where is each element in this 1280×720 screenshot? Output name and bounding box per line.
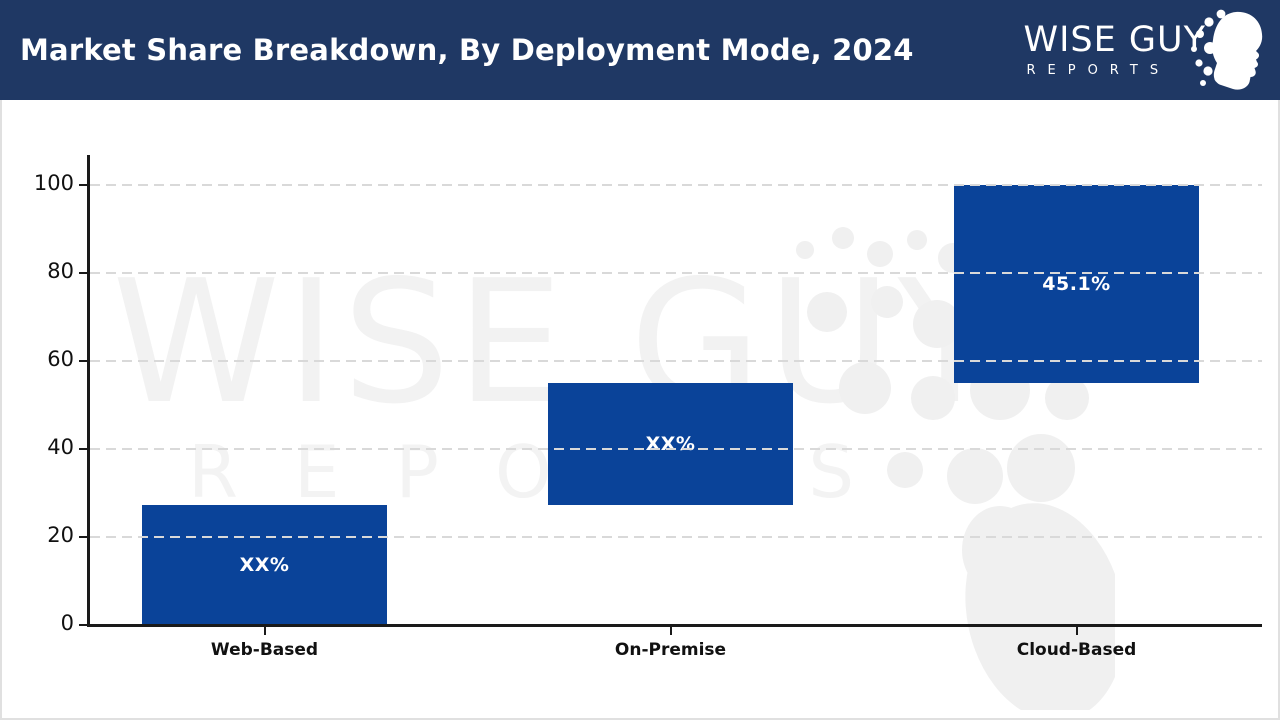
x-axis-tick [669, 627, 672, 635]
header-bar: Market Share Breakdown, By Deployment Mo… [0, 0, 1280, 100]
y-axis-tick-label: 20 [47, 523, 74, 547]
x-axis-category-label: Cloud-Based [1016, 640, 1137, 660]
brand-logo: WISE GUY REPORTS [1023, 7, 1272, 93]
face-profile-icon [1191, 9, 1263, 90]
y-axis-tick [79, 448, 87, 450]
y-axis-tick [79, 360, 87, 362]
y-axis-tick-label: 100 [33, 171, 74, 195]
bar-value-label: 45.1% [1042, 273, 1111, 296]
y-axis-tick [79, 272, 87, 274]
brand-logo-subtitle: REPORTS [1026, 62, 1171, 78]
x-axis-category-label: On-Premise [614, 640, 727, 660]
y-axis-tick [79, 536, 87, 538]
gridline-y100 [90, 184, 1262, 186]
y-axis-line [87, 155, 90, 627]
x-axis-tick [263, 627, 266, 635]
y-axis-tick-label: 60 [47, 347, 74, 371]
gridline-y80 [90, 272, 1262, 274]
x-axis-tick [1075, 627, 1078, 635]
bar-cloud-based: 45.1% [954, 185, 1199, 384]
y-axis-tick-label: 80 [47, 259, 74, 283]
gridline-y40 [90, 448, 1262, 450]
y-axis-tick [79, 184, 87, 186]
bar-web-based: XX% [142, 504, 387, 625]
brand-logo-text: WISE GUY REPORTS [1023, 19, 1206, 78]
x-axis-line [87, 624, 1262, 627]
y-axis-tick-label: 0 [60, 611, 74, 635]
bar-chart: 0 20 40 60 80 100 XX% Web-Based XX% On-Premise 45.… [0, 100, 1280, 720]
brand-logo-name: WISE GUY [1023, 19, 1206, 60]
bar-value-label: XX% [645, 433, 696, 456]
page-title: Market Share Breakdown, By Deployment Mo… [20, 33, 914, 67]
bar-on-premise: XX% [548, 383, 793, 505]
gridline-y60 [90, 360, 1262, 362]
y-axis-tick [79, 624, 87, 626]
gridline-y20 [90, 536, 1262, 538]
y-axis-tick-label: 40 [47, 435, 74, 459]
x-axis-category-label: Web-Based [210, 640, 319, 660]
bar-value-label: XX% [239, 553, 290, 576]
